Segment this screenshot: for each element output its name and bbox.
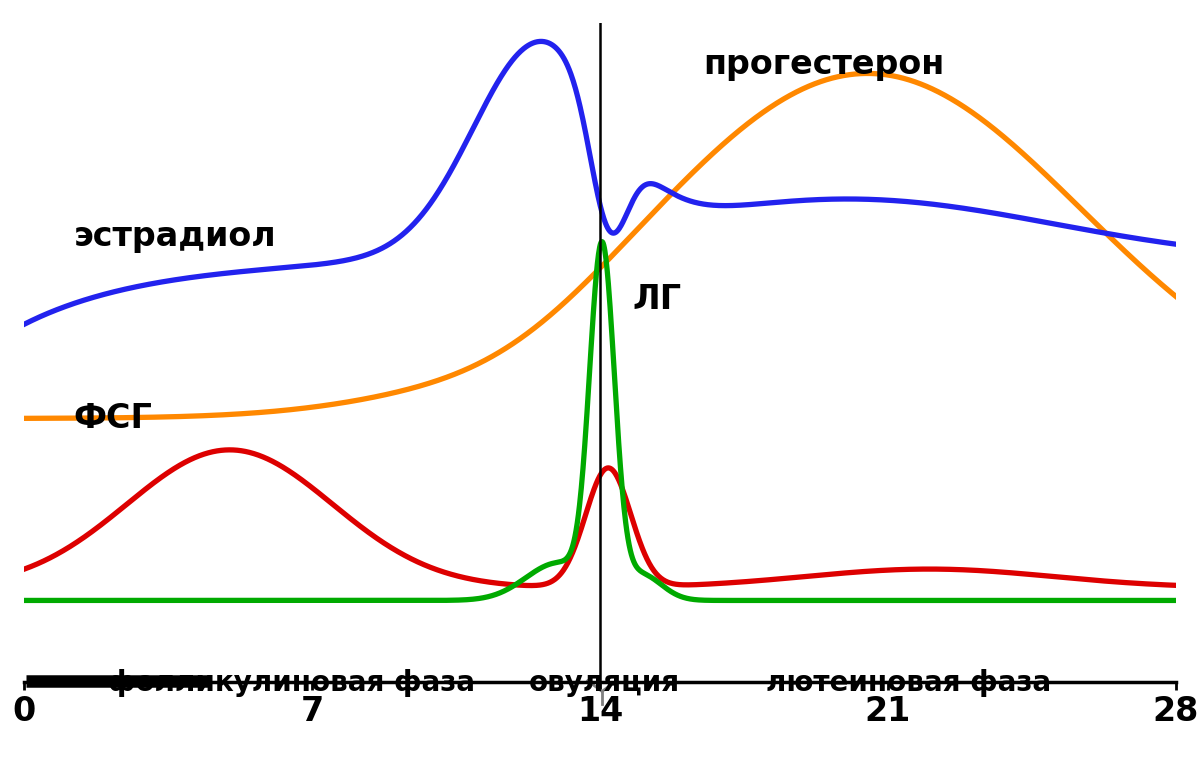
Text: ЛГ: ЛГ bbox=[632, 283, 682, 315]
Text: эстрадиол: эстрадиол bbox=[73, 220, 276, 253]
Text: прогестерон: прогестерон bbox=[703, 48, 944, 81]
Text: лютеиновая фаза: лютеиновая фаза bbox=[766, 670, 1051, 698]
Text: ФСГ: ФСГ bbox=[73, 402, 152, 435]
Text: овуляция: овуляция bbox=[528, 670, 679, 698]
Text: фолликулиновая фаза: фолликулиновая фаза bbox=[108, 670, 475, 698]
